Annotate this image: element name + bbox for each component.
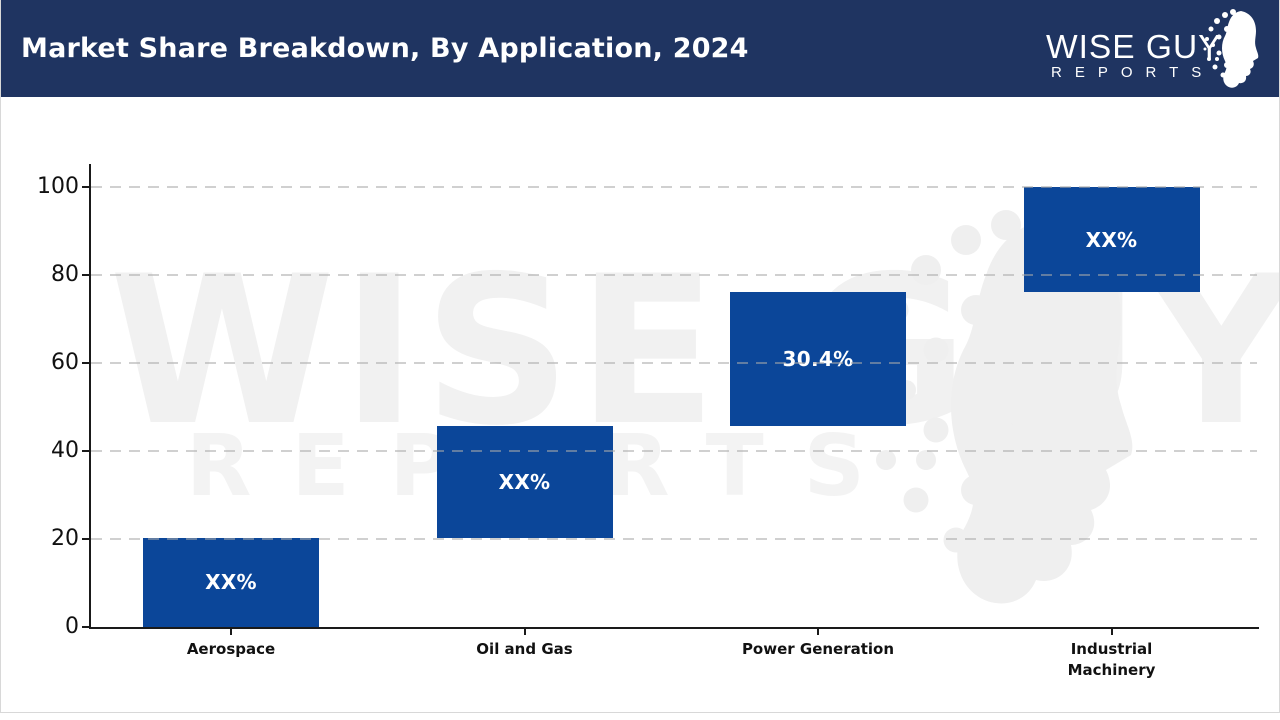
- page-title: Market Share Breakdown, By Application, …: [21, 33, 749, 64]
- bar-aerospace: XX%: [143, 537, 319, 627]
- y-tick-label: 100: [37, 174, 79, 199]
- bar-industrial-machinery: XX%: [1023, 187, 1200, 293]
- gridline: [91, 362, 1257, 364]
- x-category-label: Power Generation: [741, 640, 895, 658]
- gridline: [91, 450, 1257, 452]
- y-tick-mark: [82, 362, 89, 364]
- y-tick-label: 40: [51, 438, 79, 463]
- y-tick-mark: [82, 274, 89, 276]
- y-tick-mark: [82, 450, 89, 452]
- wise-guy-logo: WISE GUY REPORTS: [1046, 9, 1259, 88]
- x-category-label: Industrial Machinery: [1067, 640, 1156, 679]
- wise-guy-head-icon: [1203, 9, 1259, 88]
- y-tick-mark: [82, 186, 89, 188]
- y-tick-label: 0: [65, 614, 79, 639]
- x-category-label: Aerospace: [186, 640, 276, 658]
- gridline: [91, 186, 1257, 188]
- y-tick-mark: [82, 538, 89, 540]
- bar-value-label: XX%: [205, 570, 257, 595]
- logo-brand-text: WISE GUY: [1046, 29, 1222, 66]
- bar-value-label: 30.4%: [782, 347, 854, 372]
- x-tick-mark: [230, 629, 232, 635]
- x-category-label: Oil and Gas: [476, 640, 573, 658]
- bar-power-generation: 30.4%: [730, 292, 906, 426]
- x-tick-mark: [1110, 629, 1113, 635]
- bar-oil-and-gas: XX%: [436, 425, 613, 538]
- gridline: [91, 274, 1257, 276]
- x-tick-mark: [817, 629, 819, 635]
- gridline: [91, 538, 1257, 540]
- y-tick-label: 20: [51, 526, 79, 551]
- bar-value-label: XX%: [1085, 227, 1138, 252]
- logo-sub-text: REPORTS: [1051, 64, 1214, 81]
- y-tick-label: 80: [51, 262, 79, 287]
- y-tick-mark: [82, 626, 89, 628]
- x-tick-mark: [523, 629, 526, 635]
- y-axis-line: [89, 164, 91, 629]
- bar-value-label: XX%: [498, 469, 551, 494]
- x-axis-line: [89, 627, 1259, 629]
- y-tick-label: 60: [51, 350, 79, 375]
- header-bar: Market Share Breakdown, By Application, …: [1, 0, 1279, 97]
